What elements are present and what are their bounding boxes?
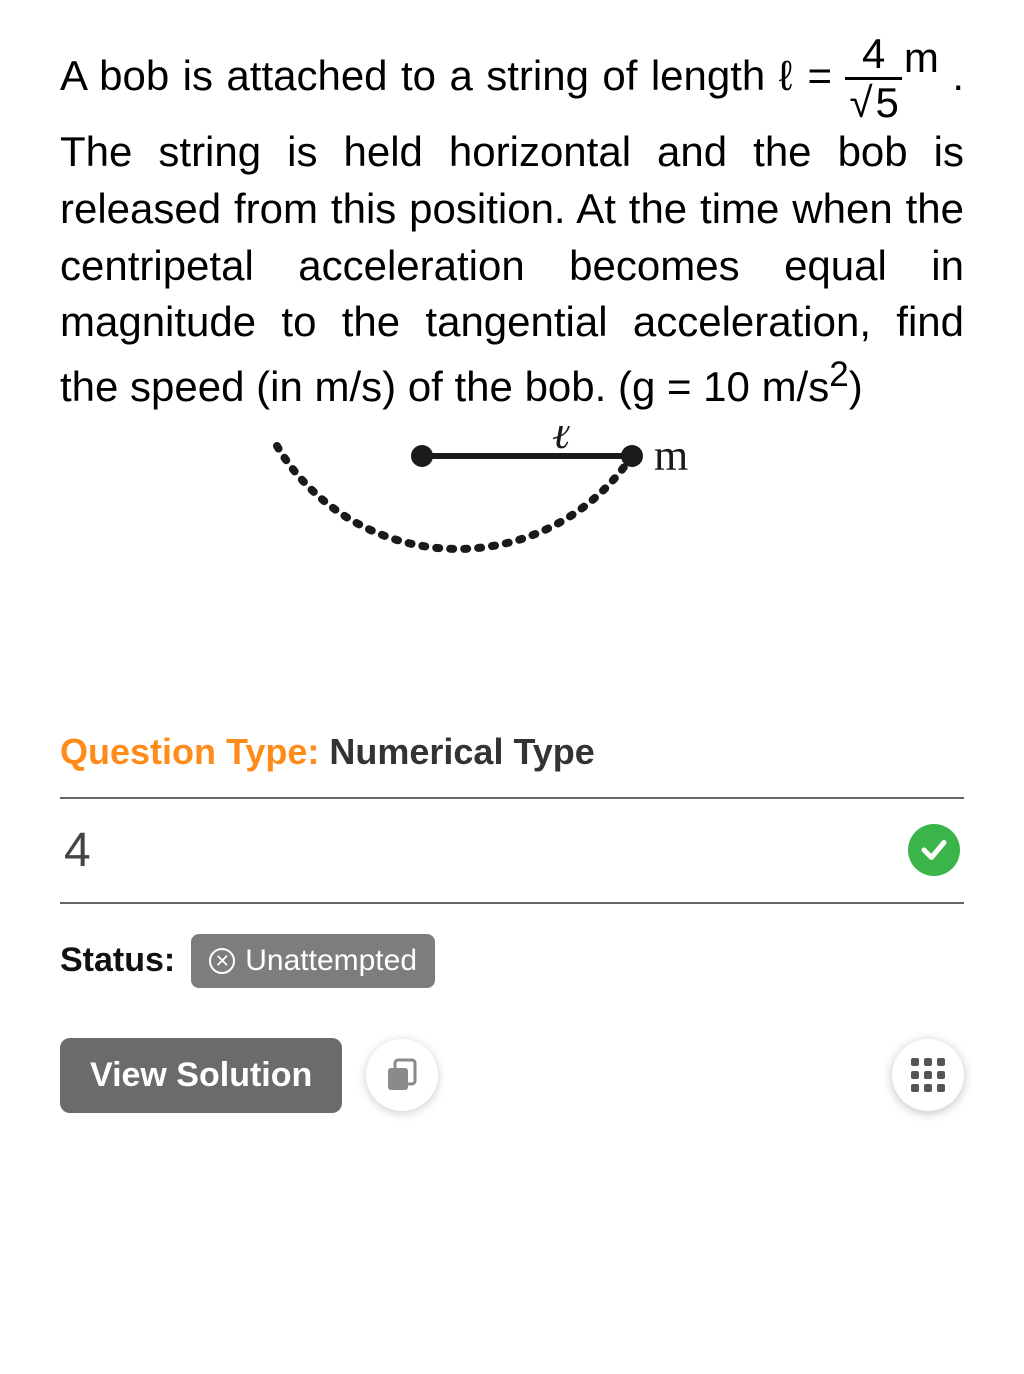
pivot-dot — [411, 445, 433, 467]
correct-check-icon — [908, 824, 960, 876]
grid-icon — [911, 1058, 945, 1092]
status-badge: ✕ Unattempted — [191, 934, 435, 988]
copy-button[interactable] — [366, 1039, 438, 1111]
question-prefix: A bob is attached to a string of length … — [60, 52, 845, 99]
grid-menu-button[interactable] — [892, 1039, 964, 1111]
string-label: ℓ — [552, 426, 571, 458]
question-text: A bob is attached to a string of length … — [60, 30, 964, 416]
bob-dot — [621, 445, 643, 467]
copy-icon — [383, 1056, 421, 1094]
view-solution-button[interactable]: View Solution — [60, 1038, 342, 1113]
fraction-numerator: 4 — [845, 33, 901, 80]
question-type-label: Question Type: — [60, 731, 319, 772]
question-type-value: Numerical Type — [329, 731, 594, 772]
status-label: Status: — [60, 941, 175, 980]
question-close: ) — [849, 363, 863, 410]
unit-m: m — [902, 34, 939, 81]
fraction-denominator: 5 — [845, 80, 901, 124]
exponent-2: 2 — [829, 355, 848, 394]
answer-row: 4 — [60, 797, 964, 904]
question-type-row: Question Type: Numerical Type — [60, 731, 964, 773]
status-row: Status: ✕ Unattempted — [60, 934, 964, 988]
length-fraction: 4 5 — [845, 33, 901, 124]
status-badge-text: Unattempted — [245, 944, 417, 978]
arc-path — [277, 446, 632, 549]
answer-value: 4 — [64, 823, 91, 878]
x-circle-icon: ✕ — [209, 948, 235, 974]
pendulum-figure: ℓ m — [60, 426, 964, 691]
mass-label: m — [654, 431, 688, 480]
bottom-row: View Solution — [60, 1038, 964, 1113]
